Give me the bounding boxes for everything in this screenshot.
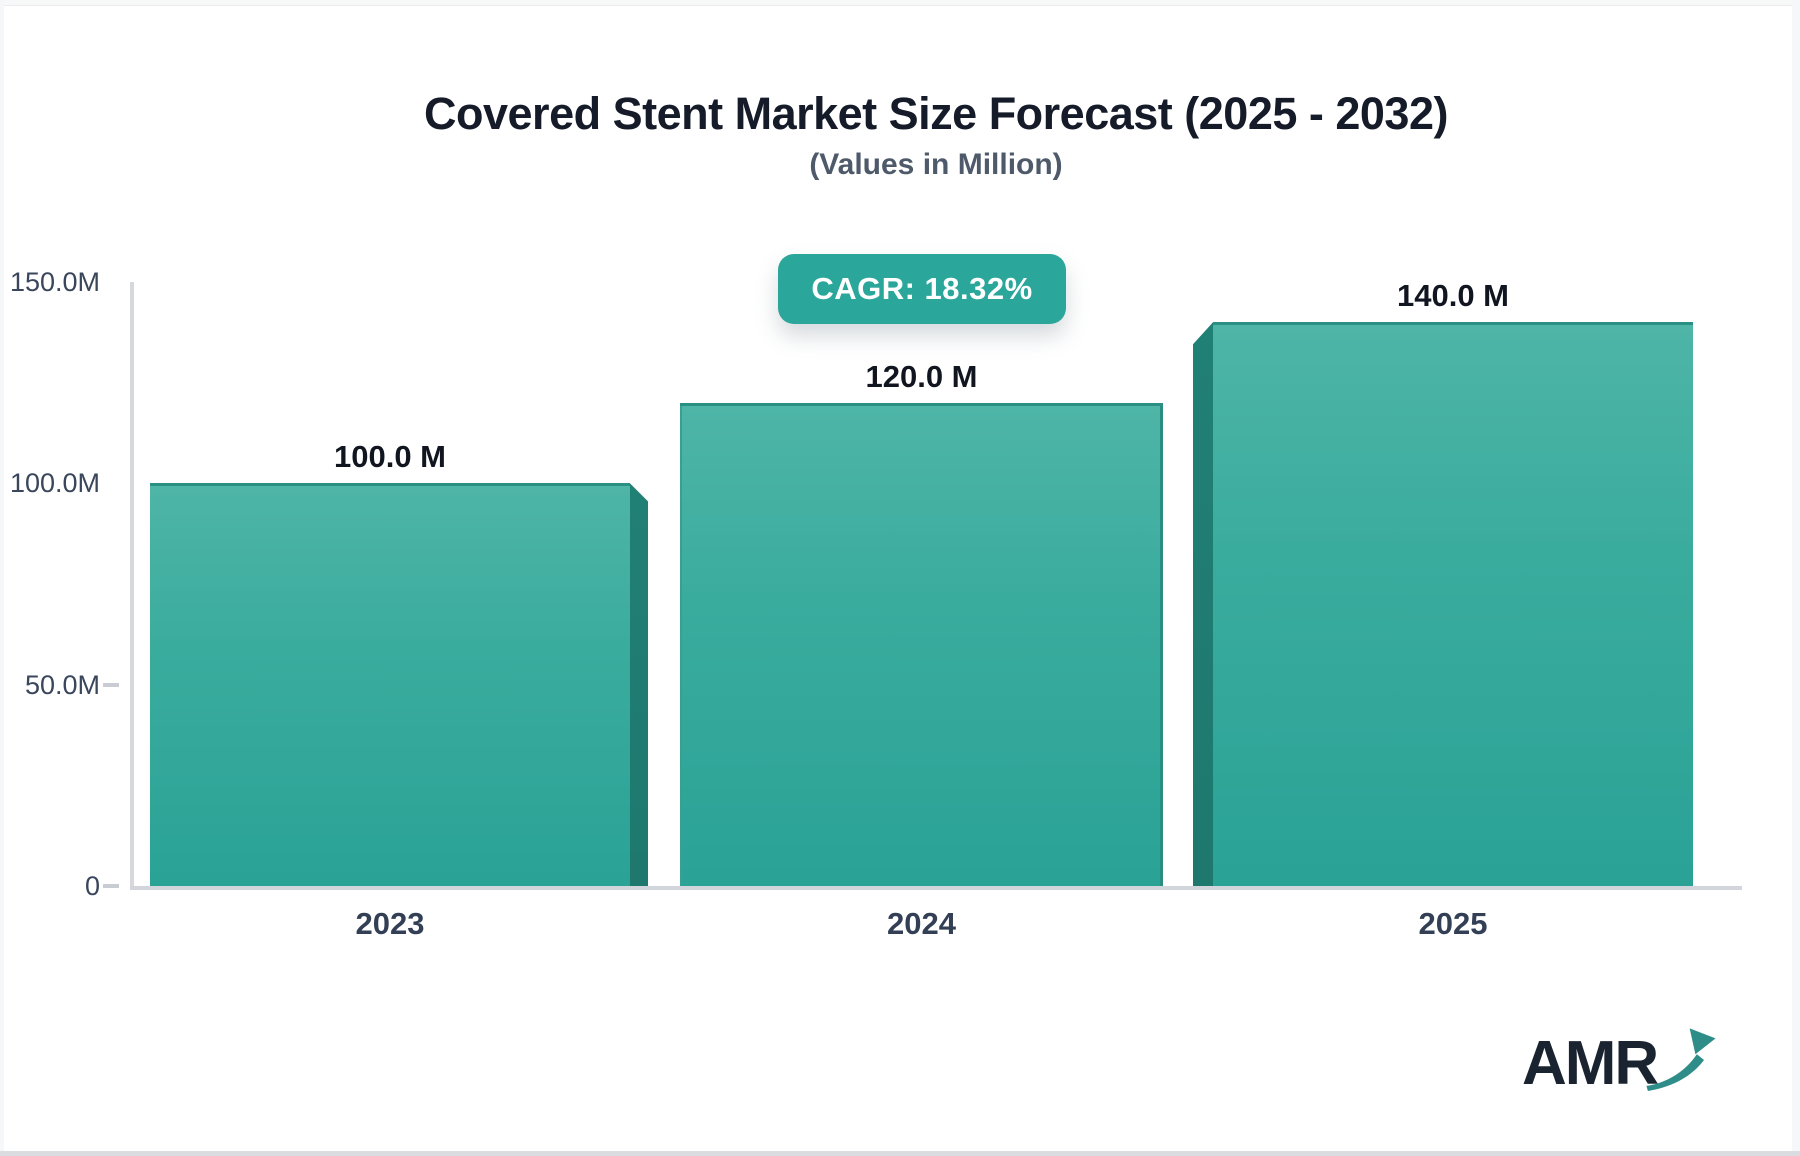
y-axis-line (130, 282, 134, 890)
chart-subtitle: (Values in Million) (809, 148, 1063, 181)
bar-2023 (150, 483, 630, 886)
y-tick-label-50.0M: 50.0M (24, 669, 100, 700)
page-top-strip (0, 0, 1800, 6)
x-tick-label-2025: 2025 (1418, 906, 1488, 941)
y-tick-mark (103, 884, 119, 888)
page-bottom-strip (0, 1151, 1800, 1156)
x-tick-label-2024: 2024 (887, 906, 956, 941)
amr-logo: AMR (1522, 1027, 1717, 1099)
x-tick-label-2023: 2023 (355, 906, 425, 941)
x-axis-line (130, 886, 1742, 890)
page-left-strip (0, 0, 4, 1156)
bar-2025 (1213, 322, 1693, 886)
cagr-badge: CAGR: 18.32% (778, 254, 1066, 324)
y-tick-label-150.0M: 150.0M (9, 267, 100, 297)
bar-value-label-2023: 100.0 M (333, 439, 446, 475)
cagr-badge-label: CAGR: 18.32% (811, 271, 1033, 306)
chart-title: Covered Stent Market Size Forecast (2025… (424, 88, 1448, 139)
y-tick-mark (103, 682, 119, 687)
amr-logo-arrow-icon (1646, 1027, 1716, 1091)
y-tick-label-0: 0 (84, 871, 100, 901)
bar-value-label-2025: 140.0 M (1396, 278, 1509, 314)
amr-logo-text: AMR (1522, 1029, 1659, 1098)
bar-2023-side-3d (630, 483, 648, 886)
bar-2024 (680, 402, 1163, 886)
y-tick-label-100.0M: 100.0M (9, 468, 100, 499)
page-right-strip (1792, 0, 1800, 1156)
bar-2025-side-3d (1193, 322, 1213, 886)
bar-value-label-2024: 120.0 M (865, 358, 978, 394)
